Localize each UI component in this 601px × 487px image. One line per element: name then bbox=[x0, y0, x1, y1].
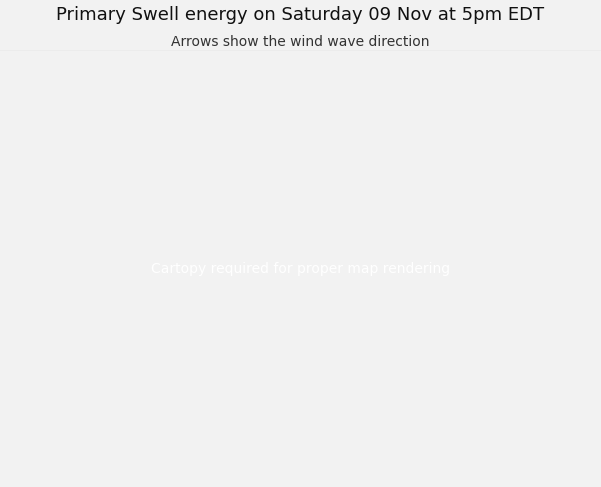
Text: Primary Swell energy on Saturday 09 Nov at 5pm EDT: Primary Swell energy on Saturday 09 Nov … bbox=[56, 6, 545, 24]
Text: Cartopy required for proper map rendering: Cartopy required for proper map renderin… bbox=[151, 262, 450, 276]
Text: Arrows show the wind wave direction: Arrows show the wind wave direction bbox=[171, 35, 430, 49]
